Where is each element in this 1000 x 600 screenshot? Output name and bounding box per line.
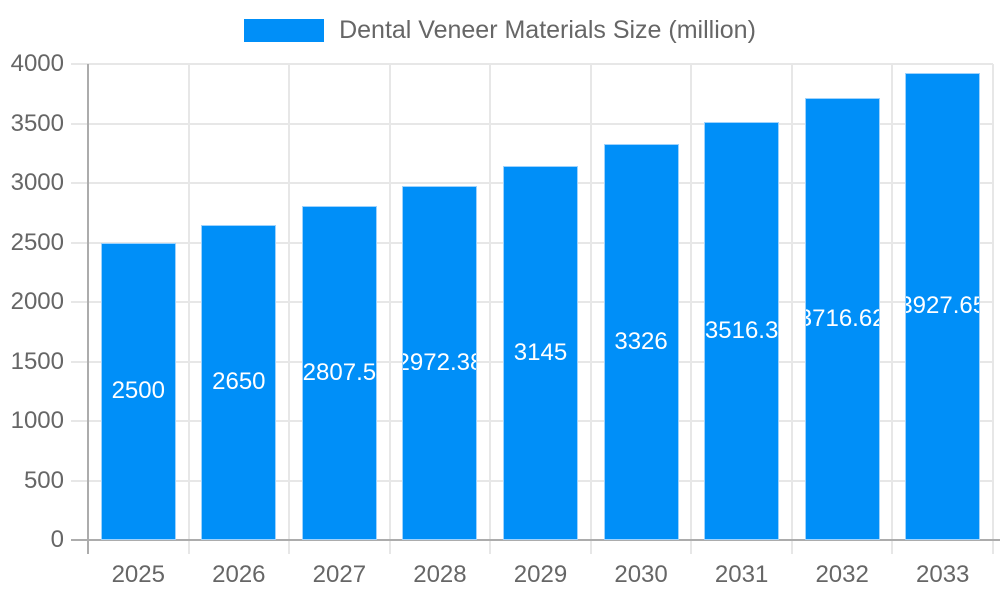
y-axis-label: 3500 xyxy=(10,109,64,137)
gridline-vertical xyxy=(790,64,793,554)
x-axis-label: 2033 xyxy=(916,561,970,588)
chart-legend[interactable]: Dental Veneer Materials Size (million) xyxy=(0,16,1000,45)
gridline-vertical xyxy=(388,64,391,554)
y-axis-label: 500 xyxy=(23,466,64,494)
bar[interactable]: 2972.38 xyxy=(402,186,478,540)
y-axis-tick xyxy=(71,360,88,363)
y-axis-label: 1500 xyxy=(10,347,64,375)
bar-value-label: 2807.5 xyxy=(302,358,377,386)
x-axis-label: 2030 xyxy=(614,561,668,588)
x-axis-label: 2029 xyxy=(513,561,568,588)
y-axis-tick xyxy=(71,63,88,65)
bar[interactable]: 3927.65 xyxy=(905,72,981,540)
x-axis-line xyxy=(71,539,1000,541)
gridline-horizontal xyxy=(88,63,993,65)
gridline-vertical xyxy=(992,64,994,554)
bar[interactable]: 2650 xyxy=(201,224,277,540)
gridline-vertical xyxy=(891,64,894,554)
bar-value-label: 3716.62 xyxy=(806,304,879,332)
x-axis-label: 2031 xyxy=(714,561,769,588)
bar[interactable]: 2500 xyxy=(100,242,176,540)
bar-value-label: 2650 xyxy=(212,368,266,396)
y-axis-tick xyxy=(71,182,88,184)
bar-value-label: 3516.3 xyxy=(704,316,779,344)
y-axis-label: 2000 xyxy=(10,288,64,315)
x-axis-label: 2025 xyxy=(111,561,165,588)
y-axis-tick xyxy=(71,420,88,422)
bar-value-label: 2500 xyxy=(111,377,165,405)
gridline-vertical xyxy=(489,64,492,554)
bar-value-label: 3145 xyxy=(513,338,568,366)
bar[interactable]: 3145 xyxy=(503,165,578,540)
gridline-vertical xyxy=(288,64,291,554)
y-axis-tick xyxy=(71,241,88,244)
x-axis-label: 2027 xyxy=(312,561,367,588)
y-axis-label: 2500 xyxy=(10,228,64,256)
y-axis-label: 4000 xyxy=(10,50,64,77)
y-axis-tick xyxy=(71,122,88,125)
gridline-vertical xyxy=(589,64,592,554)
bar-value-label: 3927.65 xyxy=(906,292,979,320)
x-axis-label: 2032 xyxy=(815,561,869,588)
gridline-vertical xyxy=(690,64,693,554)
gridline-horizontal xyxy=(88,122,993,125)
y-axis-label: 3000 xyxy=(10,169,64,196)
y-axis-label: 1000 xyxy=(10,407,64,434)
y-axis-tick xyxy=(71,301,88,303)
bar-value-label: 2972.38 xyxy=(403,349,476,377)
legend-swatch-icon xyxy=(244,19,325,42)
gridline-vertical xyxy=(187,64,190,554)
x-axis-label: 2028 xyxy=(413,561,467,588)
bar[interactable]: 2807.5 xyxy=(301,205,377,540)
bar[interactable]: 3716.62 xyxy=(804,97,880,540)
bar-value-label: 3326 xyxy=(614,328,668,356)
y-axis-label: 0 xyxy=(50,526,64,553)
y-axis-tick xyxy=(71,479,88,482)
bar[interactable]: 3516.3 xyxy=(704,121,780,540)
bar[interactable]: 3326 xyxy=(603,144,679,540)
x-axis-label: 2026 xyxy=(212,561,266,588)
legend-label: Dental Veneer Materials Size (million) xyxy=(339,16,756,44)
y-axis-line xyxy=(87,64,89,554)
